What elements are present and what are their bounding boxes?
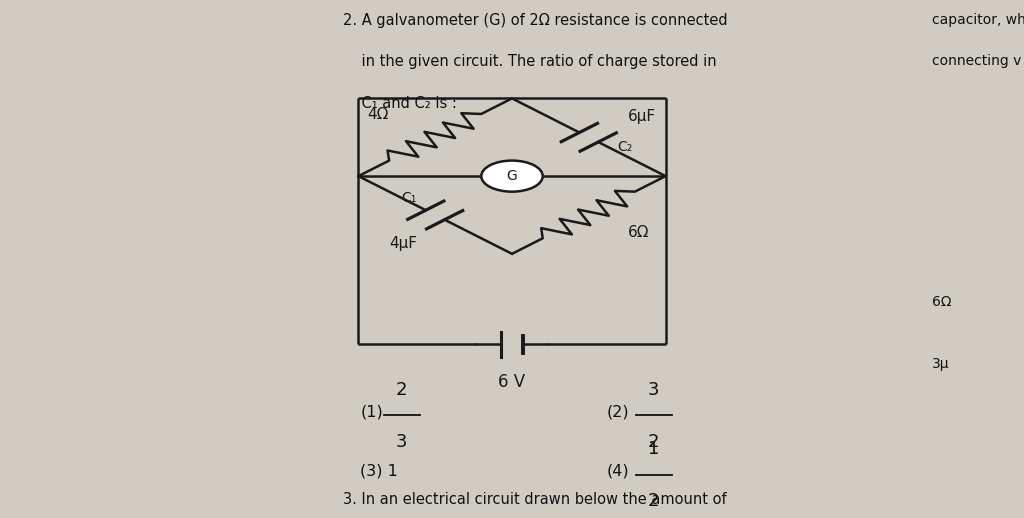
- Text: (4): (4): [606, 464, 629, 479]
- Text: 1: 1: [647, 440, 659, 458]
- Text: 6Ω: 6Ω: [628, 225, 649, 240]
- Text: 3: 3: [647, 381, 659, 399]
- Text: capacitor, wh: capacitor, wh: [932, 13, 1024, 27]
- Text: 4μF: 4μF: [389, 236, 417, 251]
- Text: connecting v: connecting v: [932, 54, 1021, 68]
- Text: (2): (2): [606, 405, 629, 419]
- Text: 2: 2: [647, 433, 659, 451]
- Text: 3μ: 3μ: [932, 357, 949, 371]
- Text: 2: 2: [395, 381, 408, 399]
- Text: C₁: C₁: [401, 191, 417, 205]
- Text: 6Ω: 6Ω: [932, 295, 951, 309]
- Circle shape: [481, 161, 543, 192]
- Text: (1): (1): [360, 405, 383, 419]
- Text: 3. In an electrical circuit drawn below the amount of: 3. In an electrical circuit drawn below …: [343, 492, 727, 507]
- Text: 2: 2: [647, 492, 659, 510]
- Text: 2. A galvanometer (G) of 2Ω resistance is connected: 2. A galvanometer (G) of 2Ω resistance i…: [343, 13, 728, 28]
- Text: C₁ and C₂ is :: C₁ and C₂ is :: [343, 96, 457, 111]
- Text: in the given circuit. The ratio of charge stored in: in the given circuit. The ratio of charg…: [343, 54, 717, 69]
- Text: C₂: C₂: [617, 140, 633, 154]
- Text: G: G: [507, 169, 517, 183]
- Text: 4Ω: 4Ω: [368, 107, 389, 122]
- Text: 6μF: 6μF: [628, 109, 655, 124]
- Text: (3) 1: (3) 1: [360, 464, 398, 479]
- Text: 3: 3: [395, 433, 408, 451]
- Text: 6 V: 6 V: [499, 373, 525, 391]
